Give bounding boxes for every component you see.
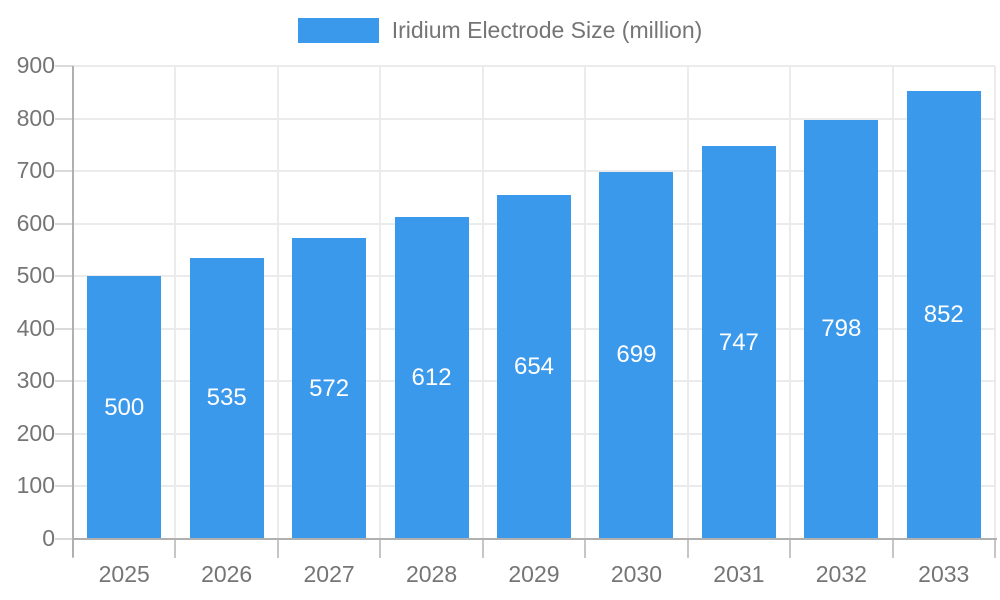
y-tick-label: 600 <box>16 209 55 236</box>
y-axis-tick <box>55 485 73 488</box>
bar-value-label: 798 <box>821 315 862 343</box>
gridline-vertical <box>481 66 484 539</box>
y-tick-label: 700 <box>16 157 55 184</box>
y-axis-tick <box>55 327 73 330</box>
x-axis-tick <box>686 540 689 558</box>
x-axis-baseline <box>73 538 997 540</box>
gridline-horizontal <box>73 65 995 67</box>
y-tick-label: 400 <box>16 314 55 341</box>
bar-value-label: 535 <box>206 384 247 412</box>
y-axis-tick <box>55 170 73 173</box>
x-tick-label: 2026 <box>201 561 253 587</box>
x-axis-tick <box>379 540 382 558</box>
y-tick-label: 300 <box>16 367 55 394</box>
y-axis-tick <box>55 538 73 540</box>
gridline-vertical <box>174 66 177 539</box>
bar-value-label: 654 <box>513 353 555 381</box>
bar-2028[interactable] <box>394 217 469 539</box>
y-tick-label: 100 <box>16 472 55 499</box>
gridline-vertical <box>994 66 996 539</box>
gridline-vertical <box>584 66 587 539</box>
gridline-vertical <box>789 66 792 539</box>
bar-2030[interactable] <box>599 171 674 539</box>
y-tick-label: 200 <box>16 419 55 446</box>
legend-label: Iridium Electrode Size (million) <box>391 17 703 43</box>
x-tick-label: 2025 <box>98 561 150 587</box>
gridline-vertical <box>891 66 894 539</box>
y-tick-label: 900 <box>16 52 55 78</box>
x-axis-tick <box>174 540 177 558</box>
bar-2033[interactable] <box>906 91 981 539</box>
x-axis-tick <box>584 540 587 558</box>
y-axis-tick <box>55 380 73 383</box>
gridline-horizontal <box>73 170 995 173</box>
x-axis-tick <box>789 540 792 558</box>
y-axis-tick <box>55 117 73 120</box>
y-axis-tick <box>55 222 73 225</box>
x-tick-label: 2032 <box>815 561 867 587</box>
bar-value-label: 572 <box>309 374 350 402</box>
x-axis-tick <box>276 540 279 558</box>
y-axis-tick <box>55 65 73 67</box>
gridline-vertical <box>379 66 382 539</box>
gridline-horizontal <box>73 117 995 120</box>
y-tick-label: 800 <box>16 104 55 131</box>
x-axis-tick <box>891 540 894 558</box>
bar-value-label: 852 <box>923 301 964 329</box>
x-tick-label: 2028 <box>405 561 458 587</box>
bar-2026[interactable] <box>189 257 264 539</box>
x-tick-label: 2031 <box>713 561 765 587</box>
bar-2027[interactable] <box>292 238 367 539</box>
y-axis-tick <box>55 432 73 435</box>
bar-value-label: 747 <box>718 328 759 356</box>
bar-value-label: 612 <box>411 364 452 392</box>
bar-2031[interactable] <box>701 146 776 539</box>
bar-2025[interactable] <box>87 276 162 539</box>
legend[interactable]: Iridium Electrode Size (million) <box>0 17 1000 44</box>
x-tick-label: 2033 <box>918 561 970 587</box>
bar-value-label: 699 <box>616 341 657 369</box>
x-tick-label: 2029 <box>508 561 560 587</box>
x-tick-label: 2027 <box>303 561 355 587</box>
y-axis-line <box>72 66 74 557</box>
bar-2032[interactable] <box>804 119 879 539</box>
y-axis-tick <box>55 275 73 278</box>
y-tick-label: 0 <box>42 525 55 551</box>
x-axis-tick <box>994 540 996 558</box>
bar-2029[interactable] <box>497 195 571 539</box>
gridline-vertical <box>686 66 689 539</box>
x-axis-tick <box>481 540 484 558</box>
x-tick-label: 2030 <box>610 561 663 587</box>
gridline-vertical <box>276 66 279 539</box>
bar-value-label: 500 <box>104 393 145 421</box>
legend-swatch <box>297 18 379 43</box>
y-tick-label: 500 <box>16 262 55 289</box>
